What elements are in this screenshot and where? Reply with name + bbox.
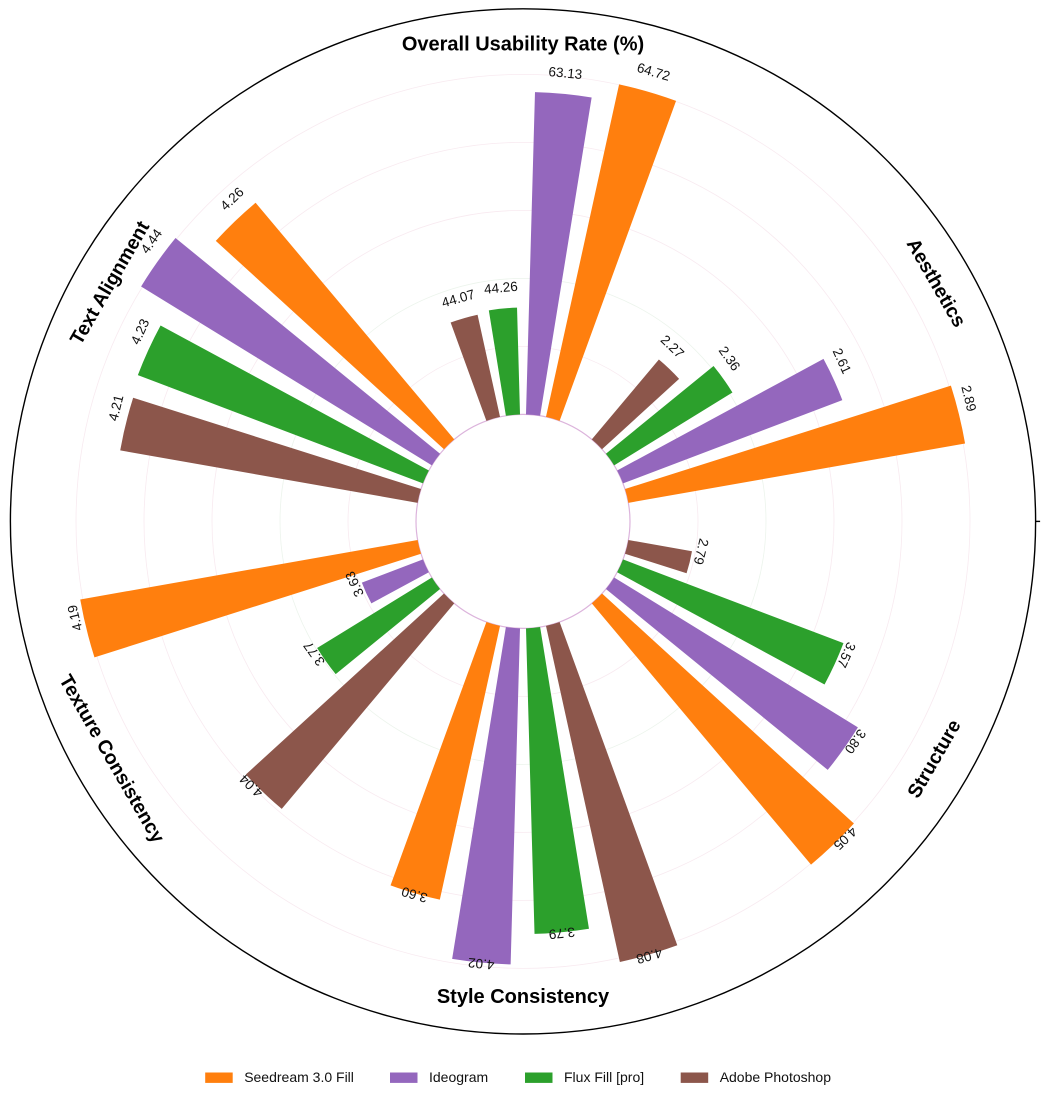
svg-text:Style Consistency: Style Consistency [437, 986, 610, 1008]
svg-text:Ideogram: Ideogram [429, 1069, 488, 1085]
svg-text:63.13: 63.13 [548, 64, 583, 82]
svg-text:3.60: 3.60 [400, 884, 429, 906]
svg-text:4.21: 4.21 [106, 393, 127, 422]
svg-text:2.79: 2.79 [691, 537, 712, 566]
svg-text:4.19: 4.19 [65, 603, 86, 632]
svg-text:2.89: 2.89 [958, 384, 979, 413]
svg-text:44.26: 44.26 [483, 279, 518, 297]
svg-text:Flux Fill [pro]: Flux Fill [pro] [564, 1069, 644, 1085]
svg-text:4.02: 4.02 [467, 955, 495, 972]
svg-text:4.08: 4.08 [635, 945, 664, 967]
svg-text:3.79: 3.79 [548, 924, 576, 941]
svg-text:Overall Usability Rate (%): Overall Usability Rate (%) [402, 33, 644, 55]
svg-text:Adobe Photoshop: Adobe Photoshop [720, 1069, 832, 1085]
svg-text:Seedream 3.0 Fill: Seedream 3.0 Fill [244, 1069, 354, 1085]
